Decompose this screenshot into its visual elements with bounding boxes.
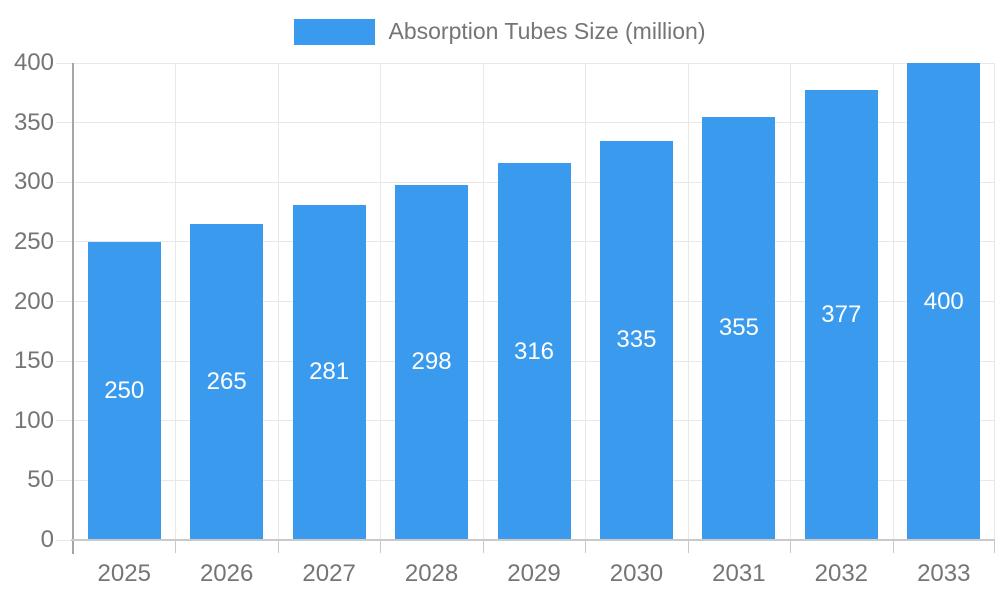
x-tick-mark <box>380 540 382 553</box>
y-axis-tick-label: 200 <box>13 287 54 315</box>
bar-value-label: 316 <box>513 337 555 365</box>
v-gridline <box>380 63 382 540</box>
x-axis-tick-label: 2028 <box>404 560 459 587</box>
plot-area: 0 50 100 150 200 250 300 350 400 250 265 281 298 316 3… <box>14 49 995 587</box>
bar-value-label: 250 <box>104 376 145 404</box>
x-axis-tick-label: 2032 <box>814 560 869 587</box>
bar-value-label: 335 <box>616 326 657 354</box>
y-axis-tick-label: 150 <box>13 347 54 375</box>
x-tick-mark <box>892 540 894 553</box>
legend-swatch <box>294 18 376 45</box>
v-gridline <box>482 63 484 540</box>
bar[interactable]: 250 <box>87 241 161 540</box>
x-axis-tick-label: 2033 <box>917 560 971 587</box>
bar[interactable]: 355 <box>702 116 776 540</box>
bar[interactable]: 298 <box>395 184 469 540</box>
x-axis-tick-label: 2029 <box>507 560 561 587</box>
bar-value-label: 298 <box>411 348 452 376</box>
x-tick-mark <box>687 540 689 553</box>
legend-item[interactable]: Absorption Tubes Size (million) <box>0 18 1000 45</box>
x-tick-mark <box>277 540 279 553</box>
bar-value-label: 377 <box>821 301 862 329</box>
y-axis-tick-label: 250 <box>13 227 54 255</box>
x-axis-tick-label: 2027 <box>302 560 356 587</box>
v-gridline <box>790 63 792 540</box>
x-axis-tick-label: 2025 <box>97 560 151 587</box>
x-tick-mark <box>790 540 792 553</box>
bar-value-label: 281 <box>309 358 350 386</box>
y-axis-tick-label: 400 <box>13 49 54 76</box>
legend-label: Absorption Tubes Size (million) <box>388 18 706 44</box>
y-axis-tick-label: 0 <box>40 526 54 553</box>
h-gridline <box>56 122 995 124</box>
x-axis-tick-label: 2031 <box>712 560 766 587</box>
bar-value-label: 400 <box>923 287 964 315</box>
bar[interactable]: 377 <box>804 90 878 540</box>
h-gridline <box>56 62 995 64</box>
y-axis-tick-label: 100 <box>13 406 54 434</box>
x-tick-mark <box>482 540 484 553</box>
v-gridline <box>687 63 689 540</box>
x-axis-tick-label: 2026 <box>199 560 254 587</box>
bar[interactable]: 265 <box>190 224 264 540</box>
v-gridline <box>892 63 894 540</box>
x-tick-mark <box>585 540 587 553</box>
x-axis-tick-label: 2030 <box>609 560 664 587</box>
y-axis-tick-label: 350 <box>13 108 54 136</box>
bar-value-label: 265 <box>206 368 247 395</box>
y-axis-tick-label: 300 <box>13 168 54 196</box>
bar[interactable]: 400 <box>907 63 981 540</box>
v-gridline <box>994 63 995 540</box>
x-axis-line <box>71 539 995 541</box>
v-gridline <box>175 63 177 540</box>
y-axis-line <box>72 63 74 554</box>
x-tick-mark <box>175 540 177 553</box>
y-axis-tick-label: 50 <box>27 466 54 494</box>
bar-value-label: 355 <box>718 314 759 342</box>
bar[interactable]: 281 <box>292 204 366 540</box>
v-gridline <box>277 63 279 540</box>
v-gridline <box>585 63 587 540</box>
x-tick-mark <box>994 540 995 553</box>
bar[interactable]: 335 <box>599 140 673 540</box>
bar[interactable]: 316 <box>497 163 571 540</box>
